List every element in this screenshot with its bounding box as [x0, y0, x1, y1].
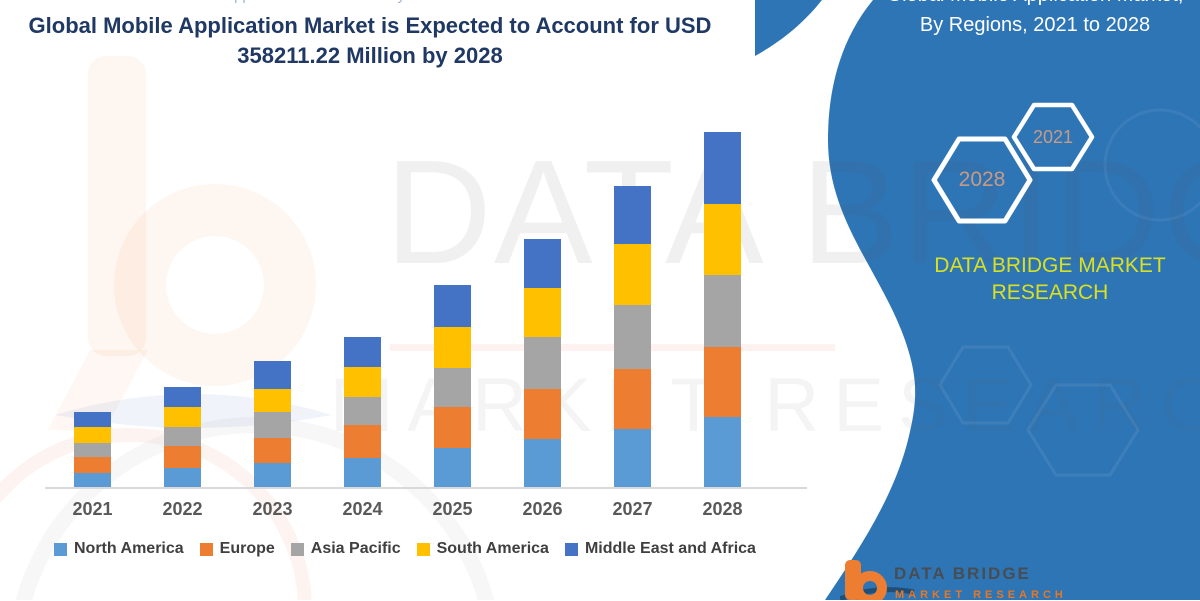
bar-segment-europe-2022 [164, 446, 201, 468]
legend-label: Asia Pacific [310, 540, 401, 557]
panel-hexagon-watermarks [938, 108, 1200, 477]
bar-segment-north-america-2023 [254, 463, 291, 487]
bar-segment-middle-east-and-africa-2023 [254, 361, 291, 389]
hexagon-2028-label: 2028 [958, 168, 1006, 191]
legend-label: Europe [219, 540, 275, 557]
bar-segment-north-america-2027 [614, 429, 651, 487]
legend-item-middle-east-and-africa: Middle East and Africa [564, 540, 756, 558]
bar-segment-south-america-2023 [254, 389, 291, 412]
x-tick-2022: 2022 [162, 499, 203, 519]
watermark-pink-circle [0, 428, 312, 600]
bar-segment-north-america-2022 [164, 468, 201, 487]
hexagon-2021-label: 2021 [1032, 126, 1074, 147]
x-tick-2028: 2028 [702, 499, 743, 519]
panel-heading-clipped-line1: Global Mobile Application Market, [870, 0, 1200, 10]
bar-segment-north-america-2026 [524, 439, 561, 487]
bar-segment-south-america-2027 [614, 244, 651, 305]
x-tick-2023: 2023 [252, 499, 293, 519]
bar-segment-asia-pacific-2024 [344, 397, 381, 425]
legend-item-europe: Europe [199, 540, 275, 558]
watermark-pink-stripe [390, 344, 835, 351]
bar-segment-asia-pacific-2027 [614, 305, 651, 369]
chart-title: Global Mobile Application Market is Expe… [10, 11, 730, 71]
legend-label: South America [436, 540, 549, 557]
hexagon-badge-2028: 2028 [930, 133, 1034, 227]
bar-segment-asia-pacific-2026 [524, 337, 561, 389]
databridge-b-icon [840, 560, 915, 600]
x-tick-2027: 2027 [612, 499, 653, 519]
brand-name-line2: RESEARCH [991, 281, 1109, 304]
bar-segment-north-america-2028 [704, 417, 741, 487]
bar-segment-south-america-2024 [344, 367, 381, 397]
x-tick-2025: 2025 [432, 499, 473, 519]
brand-name-line1: DATA BRIDGE MARKET [934, 254, 1166, 277]
chart-legend: North America Europe Asia Pacific South Ame… [54, 540, 756, 558]
footer-logo-title: DATA BRIDGE [894, 564, 1031, 583]
bar-segment-asia-pacific-2021 [74, 443, 111, 457]
panel-heading-line2: By Regions, 2021 to 2028 [919, 14, 1151, 36]
bar-segment-south-america-2028 [704, 204, 741, 275]
bar-segment-europe-2026 [524, 389, 561, 439]
chart-title-line2: 358211.22 Million by 2028 [237, 43, 503, 68]
x-tick-2024: 2024 [342, 499, 383, 519]
bar-segment-middle-east-and-africa-2028 [704, 132, 741, 204]
panel-heading: Global Mobile Application Market, By Reg… [870, 0, 1200, 40]
footer-logo: DATA BRIDGE MARKET RESEARCH [840, 558, 1200, 601]
right-panel-top-wedge [755, 0, 822, 56]
bar-segment-asia-pacific-2022 [164, 427, 201, 446]
bar-segment-north-america-2024 [344, 458, 381, 487]
hexagon-badge-2021: 2021 [1011, 100, 1095, 174]
hexagon-outline-icon [1011, 102, 1095, 172]
bar-segment-middle-east-and-africa-2025 [434, 285, 471, 327]
legend-swatch-icon [54, 542, 67, 556]
bar-segment-europe-2028 [704, 347, 741, 417]
bar-segment-middle-east-and-africa-2021 [74, 412, 111, 427]
x-tick-2026: 2026 [522, 499, 563, 519]
bar-segment-asia-pacific-2028 [704, 275, 741, 347]
legend-item-north-america: North America [54, 540, 184, 558]
bar-segment-south-america-2025 [434, 327, 471, 368]
clipped-top-text-left: Global Mobile Application Market Industr… [15, 0, 715, 4]
hexagon-outline-icon [931, 136, 1033, 224]
legend-item-asia-pacific: Asia Pacific [290, 540, 401, 558]
x-axis-line [45, 487, 807, 489]
bar-segment-middle-east-and-africa-2022 [164, 387, 201, 407]
bar-segment-south-america-2021 [74, 427, 111, 443]
bar-segment-north-america-2021 [74, 473, 111, 487]
bar-segment-middle-east-and-africa-2027 [614, 186, 651, 244]
legend-swatch-icon [199, 542, 213, 556]
legend-swatch-icon [290, 542, 304, 556]
bar-segment-europe-2024 [344, 425, 381, 458]
footer-logo-subtitle: MARKET RESEARCH [895, 589, 1067, 601]
bar-segment-europe-2023 [254, 438, 291, 463]
bar-segment-europe-2027 [614, 369, 651, 429]
bar-segment-europe-2025 [434, 407, 471, 448]
legend-label: Middle East and Africa [584, 540, 756, 557]
right-panel-shape [825, 0, 1200, 600]
x-tick-2021: 2021 [72, 499, 113, 519]
bar-segment-middle-east-and-africa-2024 [344, 337, 381, 367]
bar-segment-north-america-2025 [434, 448, 471, 487]
chart-title-line1: Global Mobile Application Market is Expe… [28, 13, 712, 38]
brand-name: DATA BRIDGE MARKET RESEARCH [900, 252, 1200, 306]
legend-item-south-america: South America [416, 540, 549, 558]
bar-segment-europe-2021 [74, 457, 111, 473]
bar-segment-middle-east-and-africa-2026 [524, 239, 561, 288]
legend-swatch-icon [564, 542, 578, 556]
legend-swatch-icon [416, 542, 430, 556]
bar-segment-asia-pacific-2023 [254, 412, 291, 438]
bar-segment-south-america-2022 [164, 407, 201, 427]
legend-label: North America [74, 540, 184, 557]
bar-segment-asia-pacific-2025 [434, 368, 471, 407]
bar-segment-south-america-2026 [524, 288, 561, 337]
